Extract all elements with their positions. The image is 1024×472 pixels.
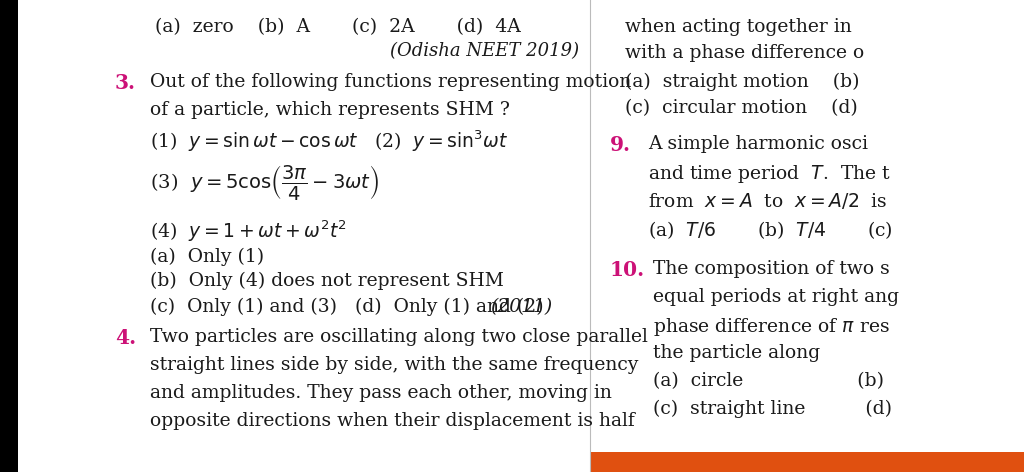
Bar: [0, 0, 18, 472]
Text: The composition of two s: The composition of two s: [653, 260, 890, 278]
Text: (b)  Only (4) does not represent SHM: (b) Only (4) does not represent SHM: [150, 272, 504, 290]
Text: (2011): (2011): [490, 298, 552, 316]
Text: 10.: 10.: [610, 260, 645, 280]
Text: (1)  $y = \sin\omega t - \cos\omega t$   (2)  $y = \sin^3\!\omega t$: (1) $y = \sin\omega t - \cos\omega t$ (2…: [150, 129, 508, 154]
Text: phase difference of $\pi$ res: phase difference of $\pi$ res: [653, 316, 890, 338]
Text: of a particle, which represents SHM ?: of a particle, which represents SHM ?: [150, 101, 510, 119]
Text: when acting together in: when acting together in: [625, 18, 852, 36]
Text: and amplitudes. They pass each other, moving in: and amplitudes. They pass each other, mo…: [150, 384, 612, 402]
Text: (a)  $T/6$       (b)  $T/4$       (c): (a) $T/6$ (b) $T/4$ (c): [648, 219, 893, 241]
Text: with a phase difference o: with a phase difference o: [625, 44, 864, 62]
Text: (c)  Only (1) and (3)   (d)  Only (1) and (2): (c) Only (1) and (3) (d) Only (1) and (2…: [150, 298, 544, 316]
Text: (a)  straight motion    (b): (a) straight motion (b): [625, 73, 859, 91]
Text: (a)  zero    (b)  A       (c)  2A       (d)  4A: (a) zero (b) A (c) 2A (d) 4A: [155, 18, 521, 36]
Text: (Odisha NEET 2019): (Odisha NEET 2019): [390, 42, 580, 60]
Text: opposite directions when their displacement is half: opposite directions when their displacem…: [150, 412, 635, 430]
Text: (a)  Only (1): (a) Only (1): [150, 248, 264, 266]
Text: (3)  $y = 5\cos\!\left(\dfrac{3\pi}{4} - 3\omega t\right)$: (3) $y = 5\cos\!\left(\dfrac{3\pi}{4} - …: [150, 163, 379, 202]
Text: 4.: 4.: [115, 328, 136, 348]
Text: and time period  $T$.  The t: and time period $T$. The t: [648, 163, 891, 185]
Text: A simple harmonic osci: A simple harmonic osci: [648, 135, 868, 153]
Text: from  $x = A$  to  $x = A/2$  is: from $x = A$ to $x = A/2$ is: [648, 191, 888, 211]
Text: equal periods at right ang: equal periods at right ang: [653, 288, 899, 306]
Text: 3.: 3.: [115, 73, 136, 93]
Text: 9.: 9.: [610, 135, 631, 155]
Bar: [590, 452, 1024, 472]
Text: Two particles are oscillating along two close parallel: Two particles are oscillating along two …: [150, 328, 648, 346]
Text: the particle along: the particle along: [653, 344, 820, 362]
Text: Out of the following functions representing motion: Out of the following functions represent…: [150, 73, 632, 91]
Text: (a)  circle                   (b): (a) circle (b): [653, 372, 884, 390]
Text: (4)  $y = 1 + \omega t + \omega^2 t^2$: (4) $y = 1 + \omega t + \omega^2 t^2$: [150, 218, 347, 244]
Text: (c)  straight line          (d): (c) straight line (d): [653, 400, 892, 418]
Text: straight lines side by side, with the same frequency: straight lines side by side, with the sa…: [150, 356, 638, 374]
Text: (c)  circular motion    (d): (c) circular motion (d): [625, 99, 858, 117]
